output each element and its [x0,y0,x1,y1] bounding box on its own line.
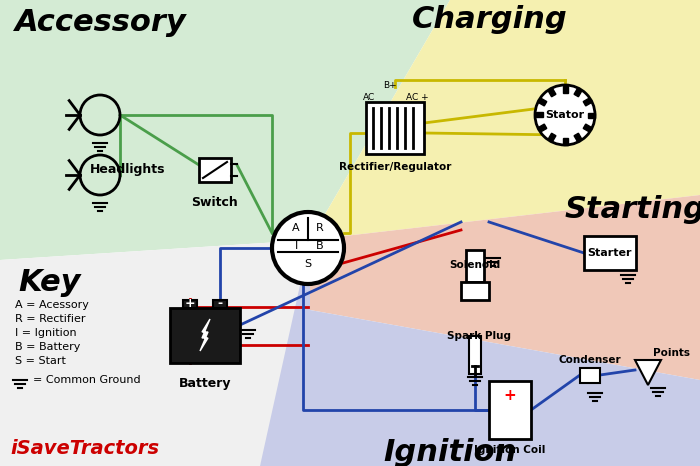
Text: S: S [304,259,312,269]
Bar [548,88,556,97]
Text: Starter: Starter [588,248,632,258]
Text: Key: Key [18,268,80,297]
Text: Accessory: Accessory [15,8,187,37]
Bar [199,158,231,182]
Bar [466,250,484,282]
Polygon shape [0,240,310,466]
Bar [584,236,636,270]
Text: +: + [185,297,195,310]
Bar [538,98,547,106]
Bar [461,282,489,300]
Text: iSaveTractors: iSaveTractors [10,439,159,458]
Text: Charging: Charging [412,5,568,34]
Text: +: + [503,388,517,403]
Text: Battery: Battery [178,377,231,390]
Bar [563,137,568,144]
Text: Ignition: Ignition [384,438,517,466]
Bar [170,308,240,363]
Circle shape [272,212,344,284]
Text: Headlights: Headlights [90,163,165,176]
Polygon shape [0,0,310,240]
Bar [489,381,531,439]
Bar [538,124,547,132]
Text: Ignition Coil: Ignition Coil [475,445,546,455]
Polygon shape [260,240,700,466]
Text: R: R [316,223,324,233]
Bar [574,133,582,142]
Text: B+: B+ [383,81,397,90]
Text: -: - [218,297,223,310]
Text: I: I [295,241,298,251]
Bar [536,112,542,117]
Text: I = Ignition: I = Ignition [15,328,76,338]
Text: A = Acessory: A = Acessory [15,300,89,310]
Text: Spark Plug: Spark Plug [447,331,511,341]
Text: R = Rectifier: R = Rectifier [15,314,85,324]
Text: Stator: Stator [545,110,584,120]
Polygon shape [635,360,661,385]
Circle shape [535,85,595,145]
Bar [587,112,594,117]
Text: Solenoid: Solenoid [449,260,500,270]
Text: Switch: Switch [192,196,239,209]
Bar [583,124,592,132]
Bar [213,300,227,308]
Text: S = Start: S = Start [15,356,66,366]
Polygon shape [310,195,700,380]
Bar [469,336,481,374]
Text: B = Battery: B = Battery [15,342,80,352]
Polygon shape [200,319,210,351]
Text: Rectifier/Regulator: Rectifier/Regulator [339,162,452,172]
Bar [183,300,197,308]
Text: A: A [292,223,300,233]
Text: B: B [316,241,324,251]
Polygon shape [310,0,700,240]
Bar [563,85,568,92]
Text: AC +: AC + [406,93,428,102]
Polygon shape [0,0,450,260]
Bar [583,98,592,106]
Bar [580,368,600,383]
Bar [548,133,556,142]
Bar [366,102,424,154]
Text: Condenser: Condenser [559,355,622,365]
Text: Points: Points [653,348,690,358]
Text: AC: AC [363,93,375,102]
Bar [574,88,582,97]
Text: = Common Ground: = Common Ground [33,375,141,385]
Text: Starting: Starting [565,195,700,224]
